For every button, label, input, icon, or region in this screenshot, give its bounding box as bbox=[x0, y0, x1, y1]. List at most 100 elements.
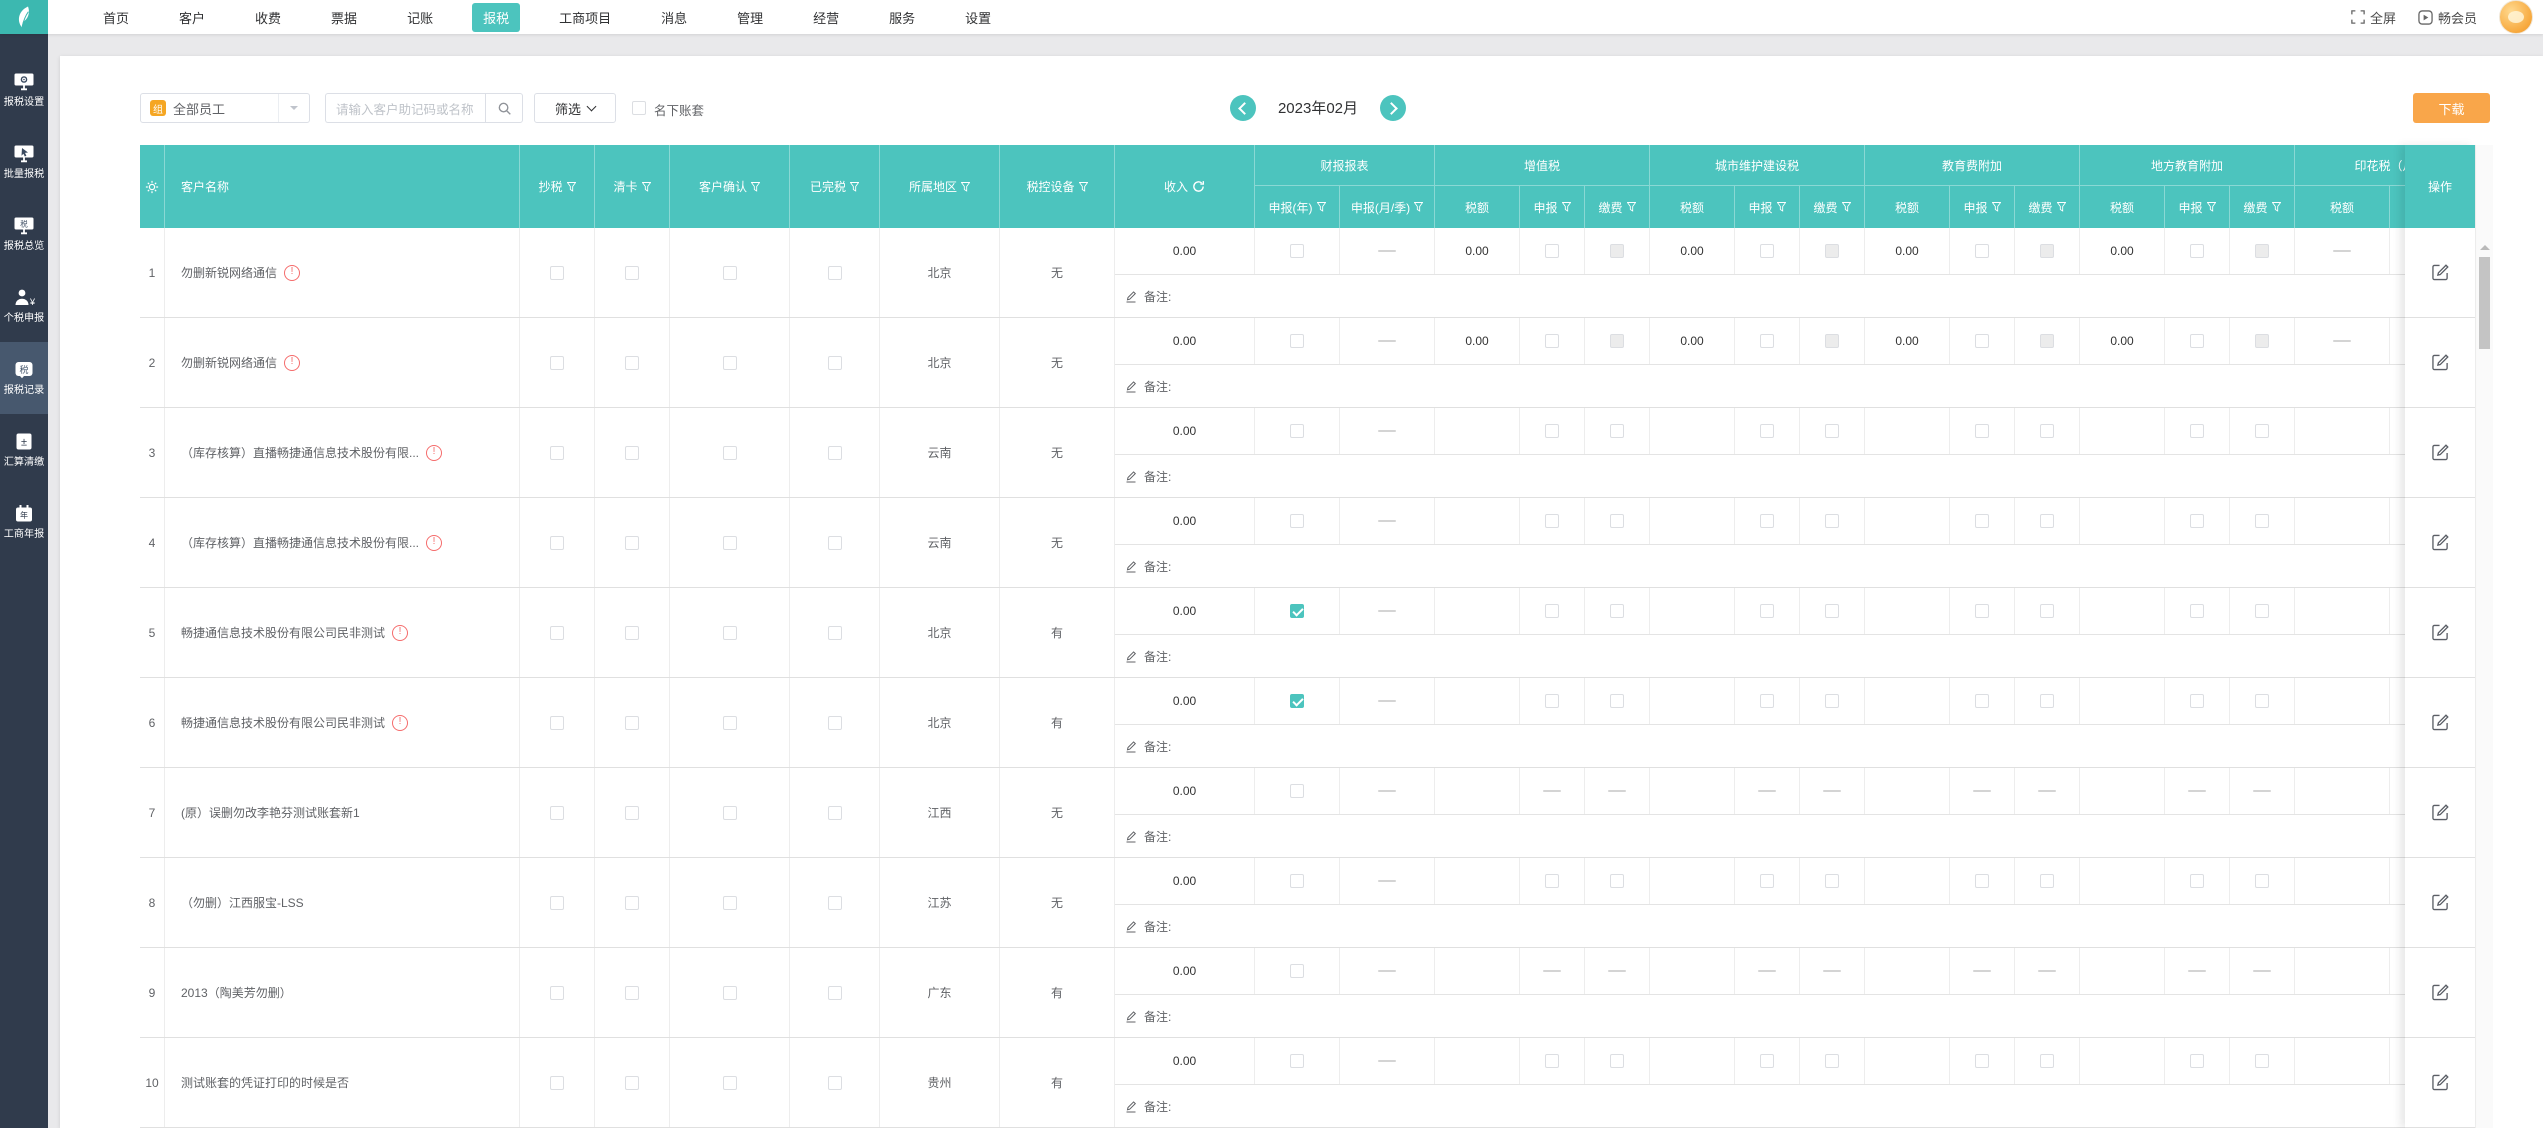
tax-paid-checkbox[interactable] bbox=[827, 445, 842, 460]
employee-filter-dropdown[interactable]: 组 全部员工 bbox=[140, 93, 310, 123]
local-edu-pay-checkbox[interactable] bbox=[2255, 424, 2269, 439]
filter-funnel-icon[interactable] bbox=[1561, 202, 1571, 212]
clear-card-checkbox[interactable] bbox=[625, 625, 639, 640]
local-edu-declare-checkbox[interactable] bbox=[2190, 694, 2204, 709]
urban-tax-pay-checkbox[interactable] bbox=[1825, 514, 1839, 529]
remark-row[interactable]: 备注: bbox=[1115, 454, 2475, 497]
tax-paid-checkbox[interactable] bbox=[827, 895, 842, 910]
edu-fee-declare-checkbox[interactable] bbox=[1975, 334, 1989, 349]
vat-pay-checkbox[interactable] bbox=[1610, 694, 1624, 709]
customer-confirm-checkbox[interactable] bbox=[722, 1075, 737, 1090]
clear-card-checkbox[interactable] bbox=[625, 715, 639, 730]
filter-funnel-icon[interactable] bbox=[1991, 202, 2001, 212]
nav-tab-经营[interactable]: 经营 bbox=[813, 10, 840, 26]
filter-funnel-icon[interactable] bbox=[1316, 202, 1326, 212]
edu-fee-declare-checkbox[interactable] bbox=[1975, 1054, 1989, 1069]
urban-tax-declare-checkbox[interactable] bbox=[1760, 874, 1774, 889]
vip-button[interactable]: 畅会员 bbox=[2418, 8, 2477, 27]
clear-card-checkbox[interactable] bbox=[625, 1075, 639, 1090]
filter-funnel-icon[interactable] bbox=[1626, 202, 1636, 212]
fullscreen-button[interactable]: 全屏 bbox=[2351, 8, 2396, 27]
declare-annual-checkbox[interactable] bbox=[1290, 964, 1304, 979]
tax-paid-checkbox[interactable] bbox=[827, 715, 842, 730]
local-edu-declare-checkbox[interactable] bbox=[2190, 604, 2204, 619]
customer-confirm-checkbox[interactable] bbox=[722, 355, 737, 370]
named-accounts-checkbox[interactable] bbox=[632, 101, 646, 115]
customer-confirm-checkbox[interactable] bbox=[722, 265, 737, 280]
declare-annual-checkbox[interactable] bbox=[1290, 424, 1304, 439]
edu-fee-pay-checkbox[interactable] bbox=[2040, 424, 2054, 439]
vat-declare-checkbox[interactable] bbox=[1545, 424, 1559, 439]
warning-icon[interactable]: ! bbox=[426, 534, 443, 551]
clear-card-checkbox[interactable] bbox=[625, 985, 639, 1000]
nav-tab-报税[interactable]: 报税 bbox=[472, 2, 521, 32]
local-edu-declare-checkbox[interactable] bbox=[2190, 1054, 2204, 1069]
table-scrollbar[interactable] bbox=[2475, 145, 2493, 1128]
edu-fee-declare-checkbox[interactable] bbox=[1975, 244, 1989, 259]
sidebar-item-汇算清缴[interactable]: ± 汇算清缴 bbox=[0, 414, 48, 486]
avatar[interactable] bbox=[2499, 0, 2533, 34]
warning-icon[interactable]: ! bbox=[426, 444, 443, 461]
nav-tab-设置[interactable]: 设置 bbox=[965, 10, 992, 26]
warning-icon[interactable]: ! bbox=[284, 354, 301, 371]
local-edu-pay-checkbox[interactable] bbox=[2255, 1054, 2269, 1069]
next-month-button[interactable] bbox=[1380, 95, 1406, 121]
urban-tax-declare-checkbox[interactable] bbox=[1760, 244, 1774, 259]
edit-row-button[interactable] bbox=[2431, 714, 2449, 731]
scrollbar-up-arrow-icon[interactable] bbox=[2480, 240, 2490, 250]
gear-icon[interactable] bbox=[145, 180, 159, 194]
local-edu-pay-checkbox[interactable] bbox=[2255, 874, 2269, 889]
remark-row[interactable]: 备注: bbox=[1115, 724, 2475, 767]
edu-fee-pay-checkbox[interactable] bbox=[2040, 514, 2054, 529]
filter-funnel-icon[interactable] bbox=[751, 181, 760, 192]
edit-row-button[interactable] bbox=[2431, 894, 2449, 911]
filter-funnel-icon[interactable] bbox=[2056, 202, 2066, 212]
customer-confirm-checkbox[interactable] bbox=[722, 985, 737, 1000]
nav-tab-首页[interactable]: 首页 bbox=[103, 10, 130, 26]
remark-row[interactable]: 备注: bbox=[1115, 1084, 2475, 1127]
filter-funnel-icon[interactable] bbox=[961, 181, 970, 192]
declare-annual-checkbox[interactable] bbox=[1290, 514, 1304, 529]
edu-fee-pay-checkbox[interactable] bbox=[2040, 694, 2054, 709]
filter-funnel-icon[interactable] bbox=[2206, 202, 2216, 212]
sidebar-item-报税记录[interactable]: 税报税记录 bbox=[0, 342, 48, 414]
local-edu-declare-checkbox[interactable] bbox=[2190, 874, 2204, 889]
declare-annual-checkbox[interactable] bbox=[1290, 244, 1304, 259]
edit-row-button[interactable] bbox=[2431, 984, 2449, 1001]
clear-card-checkbox[interactable] bbox=[625, 535, 639, 550]
nav-tab-客户[interactable]: 客户 bbox=[179, 10, 206, 26]
remark-row[interactable]: 备注: bbox=[1115, 994, 2475, 1037]
remark-row[interactable]: 备注: bbox=[1115, 814, 2475, 857]
filter-funnel-icon[interactable] bbox=[2271, 202, 2281, 212]
vat-pay-checkbox[interactable] bbox=[1610, 604, 1624, 619]
urban-tax-pay-checkbox[interactable] bbox=[1825, 1054, 1839, 1069]
edu-fee-pay-checkbox[interactable] bbox=[2040, 874, 2054, 889]
edu-fee-declare-checkbox[interactable] bbox=[1975, 694, 1989, 709]
refresh-icon[interactable] bbox=[1192, 180, 1205, 193]
copy-tax-checkbox[interactable] bbox=[550, 985, 564, 1000]
filter-funnel-icon[interactable] bbox=[1776, 202, 1786, 212]
copy-tax-checkbox[interactable] bbox=[550, 805, 564, 820]
sidebar-item-报税总览[interactable]: 税报税总览 bbox=[0, 198, 48, 270]
clear-card-checkbox[interactable] bbox=[625, 805, 639, 820]
urban-tax-declare-checkbox[interactable] bbox=[1760, 514, 1774, 529]
vat-declare-checkbox[interactable] bbox=[1545, 604, 1559, 619]
tax-paid-checkbox[interactable] bbox=[827, 355, 842, 370]
vat-declare-checkbox[interactable] bbox=[1545, 244, 1559, 259]
clear-card-checkbox[interactable] bbox=[625, 265, 639, 280]
edit-row-button[interactable] bbox=[2431, 354, 2449, 371]
edit-row-button[interactable] bbox=[2431, 264, 2449, 281]
copy-tax-checkbox[interactable] bbox=[550, 625, 564, 640]
nav-tab-服务[interactable]: 服务 bbox=[889, 10, 916, 26]
remark-row[interactable]: 备注: bbox=[1115, 634, 2475, 677]
edit-row-button[interactable] bbox=[2431, 444, 2449, 461]
vat-declare-checkbox[interactable] bbox=[1545, 334, 1559, 349]
declare-annual-checkbox-checked[interactable] bbox=[1290, 694, 1304, 709]
copy-tax-checkbox[interactable] bbox=[550, 1075, 564, 1090]
customer-confirm-checkbox[interactable] bbox=[722, 625, 737, 640]
tax-paid-checkbox[interactable] bbox=[827, 1075, 842, 1090]
customer-confirm-checkbox[interactable] bbox=[722, 895, 737, 910]
urban-tax-declare-checkbox[interactable] bbox=[1760, 1054, 1774, 1069]
vat-pay-checkbox[interactable] bbox=[1610, 514, 1624, 529]
download-button[interactable]: 下载 bbox=[2413, 93, 2490, 123]
